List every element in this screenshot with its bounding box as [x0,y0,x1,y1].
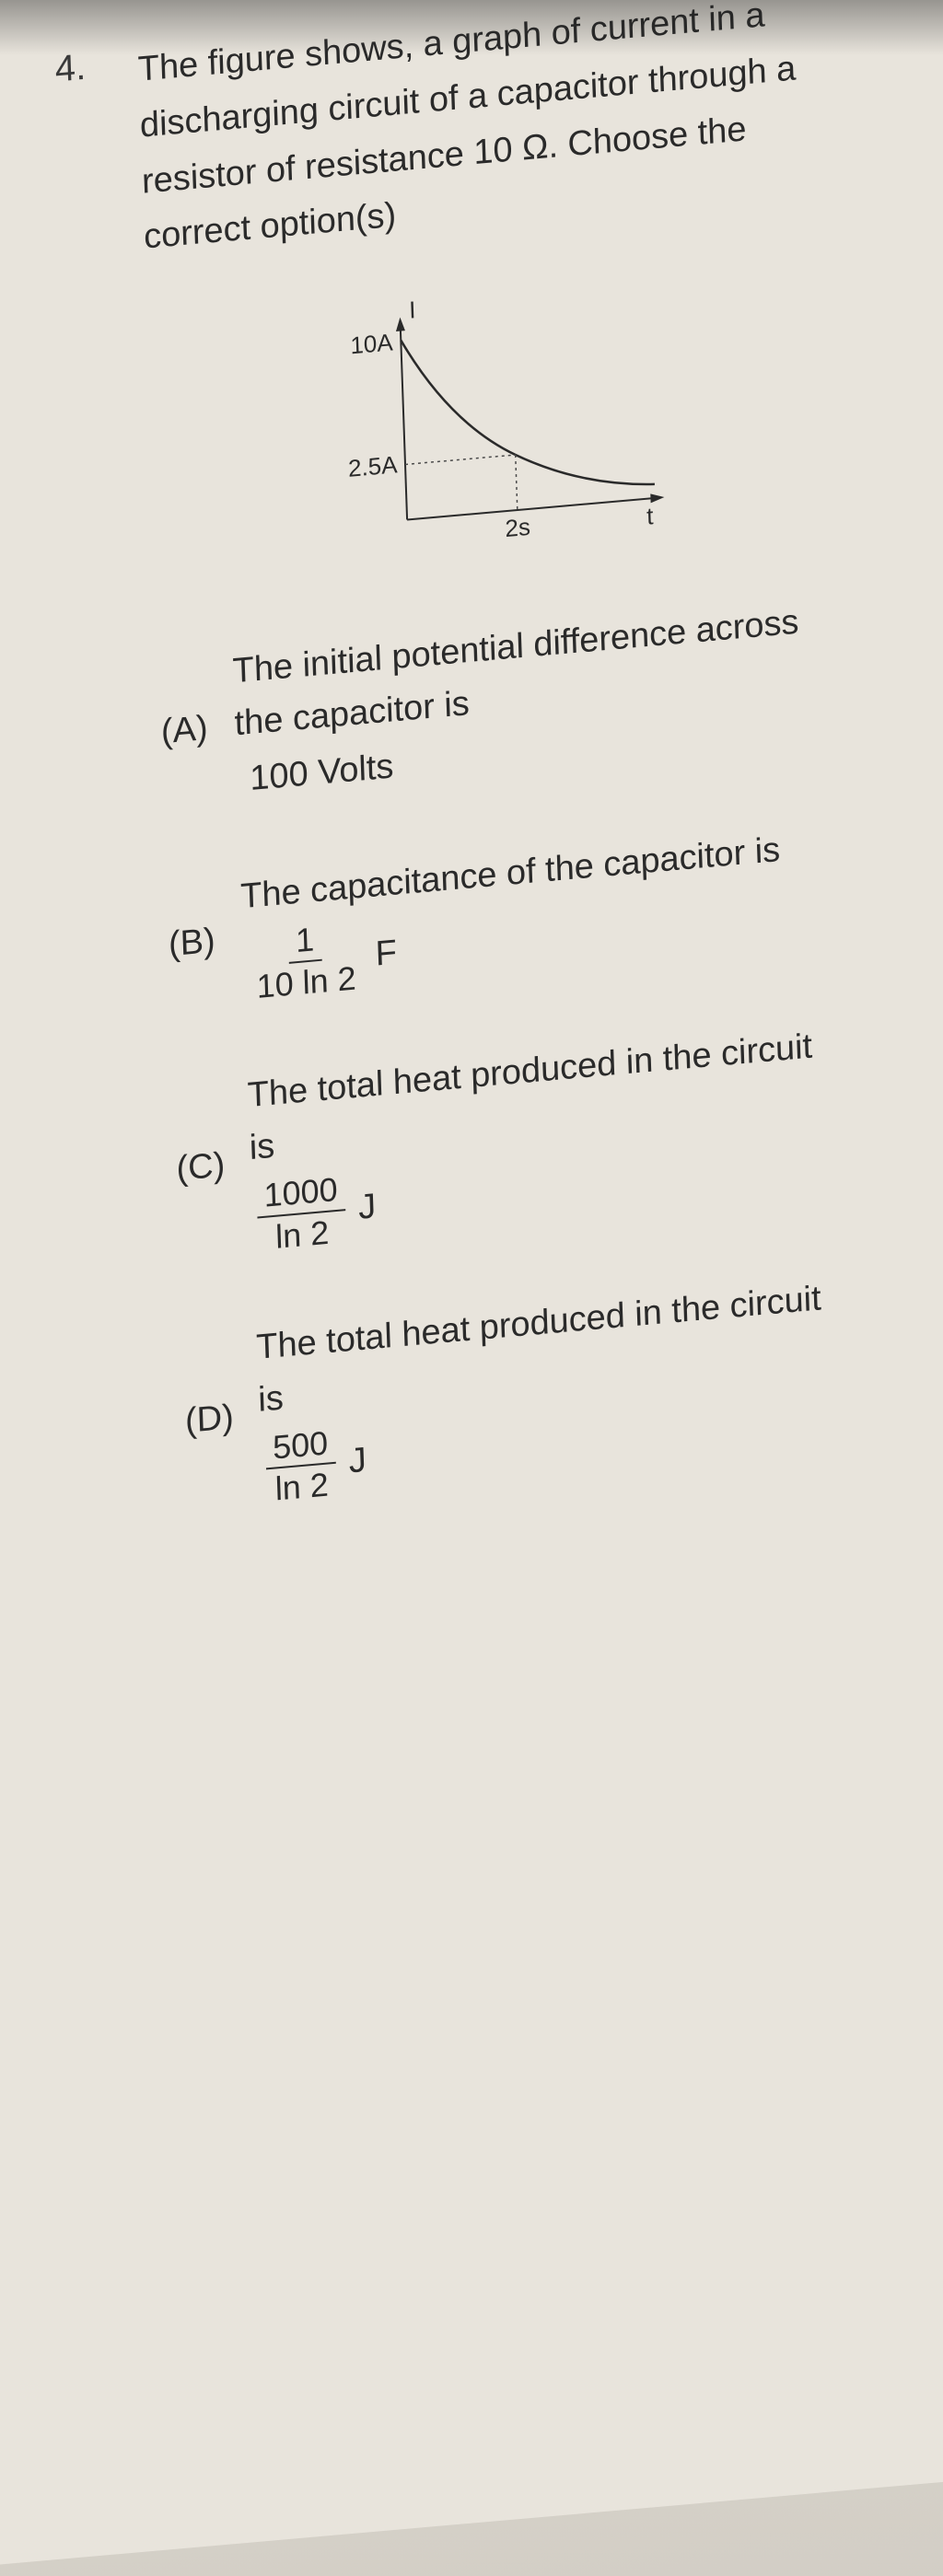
options-list: (A) The initial potential difference acr… [158,594,859,1515]
graph-container: I 10A 2.5A 2s t [146,262,826,579]
y-axis [401,322,408,520]
option-d-text: The total heat produced in the circuit i… [255,1270,859,1509]
option-a-label: (A) [160,701,227,759]
option-b: (B) The capacitance of the capacitor is … [167,819,842,1013]
option-d-label: (D) [184,1389,250,1447]
x-mid-label: 2s [505,513,530,542]
decay-curve [401,319,655,505]
dotted-vertical [516,455,518,510]
y-axis-label: I [409,296,416,324]
option-c-text: The total heat produced in the circuit i… [247,1018,851,1258]
option-c-label: (C) [176,1138,242,1196]
dotted-horizontal [405,455,516,464]
option-d-fraction: 500 ln 2 [265,1423,338,1508]
option-d: (D) The total heat produced in the circu… [182,1270,859,1515]
y-axis-arrow [395,317,404,331]
y-initial-label: 10A [350,328,394,359]
option-c-fraction: 1000 ln 2 [256,1171,347,1258]
option-a: (A) The initial potential difference acr… [158,594,834,814]
x-axis-label: t [646,502,655,530]
option-b-text: The capacitance of the capacitor is 1 10… [239,819,842,1006]
option-b-label: (B) [168,913,234,971]
question-body: The figure shows, a graph of current in … [137,0,862,1580]
question-block: 4. The figure shows, a graph of current … [54,0,861,1586]
decay-graph: I 10A 2.5A 2s t [298,275,675,565]
y-mid-label: 2.5A [348,450,399,482]
page-content: 6. 4. The figure shows, a graph of curre… [0,0,943,2576]
option-c: (C) The total heat produced in the circu… [173,1018,850,1264]
option-b-fraction: 1 10 ln 2 [247,917,364,1005]
x-axis [407,498,659,520]
option-a-text: The initial potential difference across … [232,594,835,807]
